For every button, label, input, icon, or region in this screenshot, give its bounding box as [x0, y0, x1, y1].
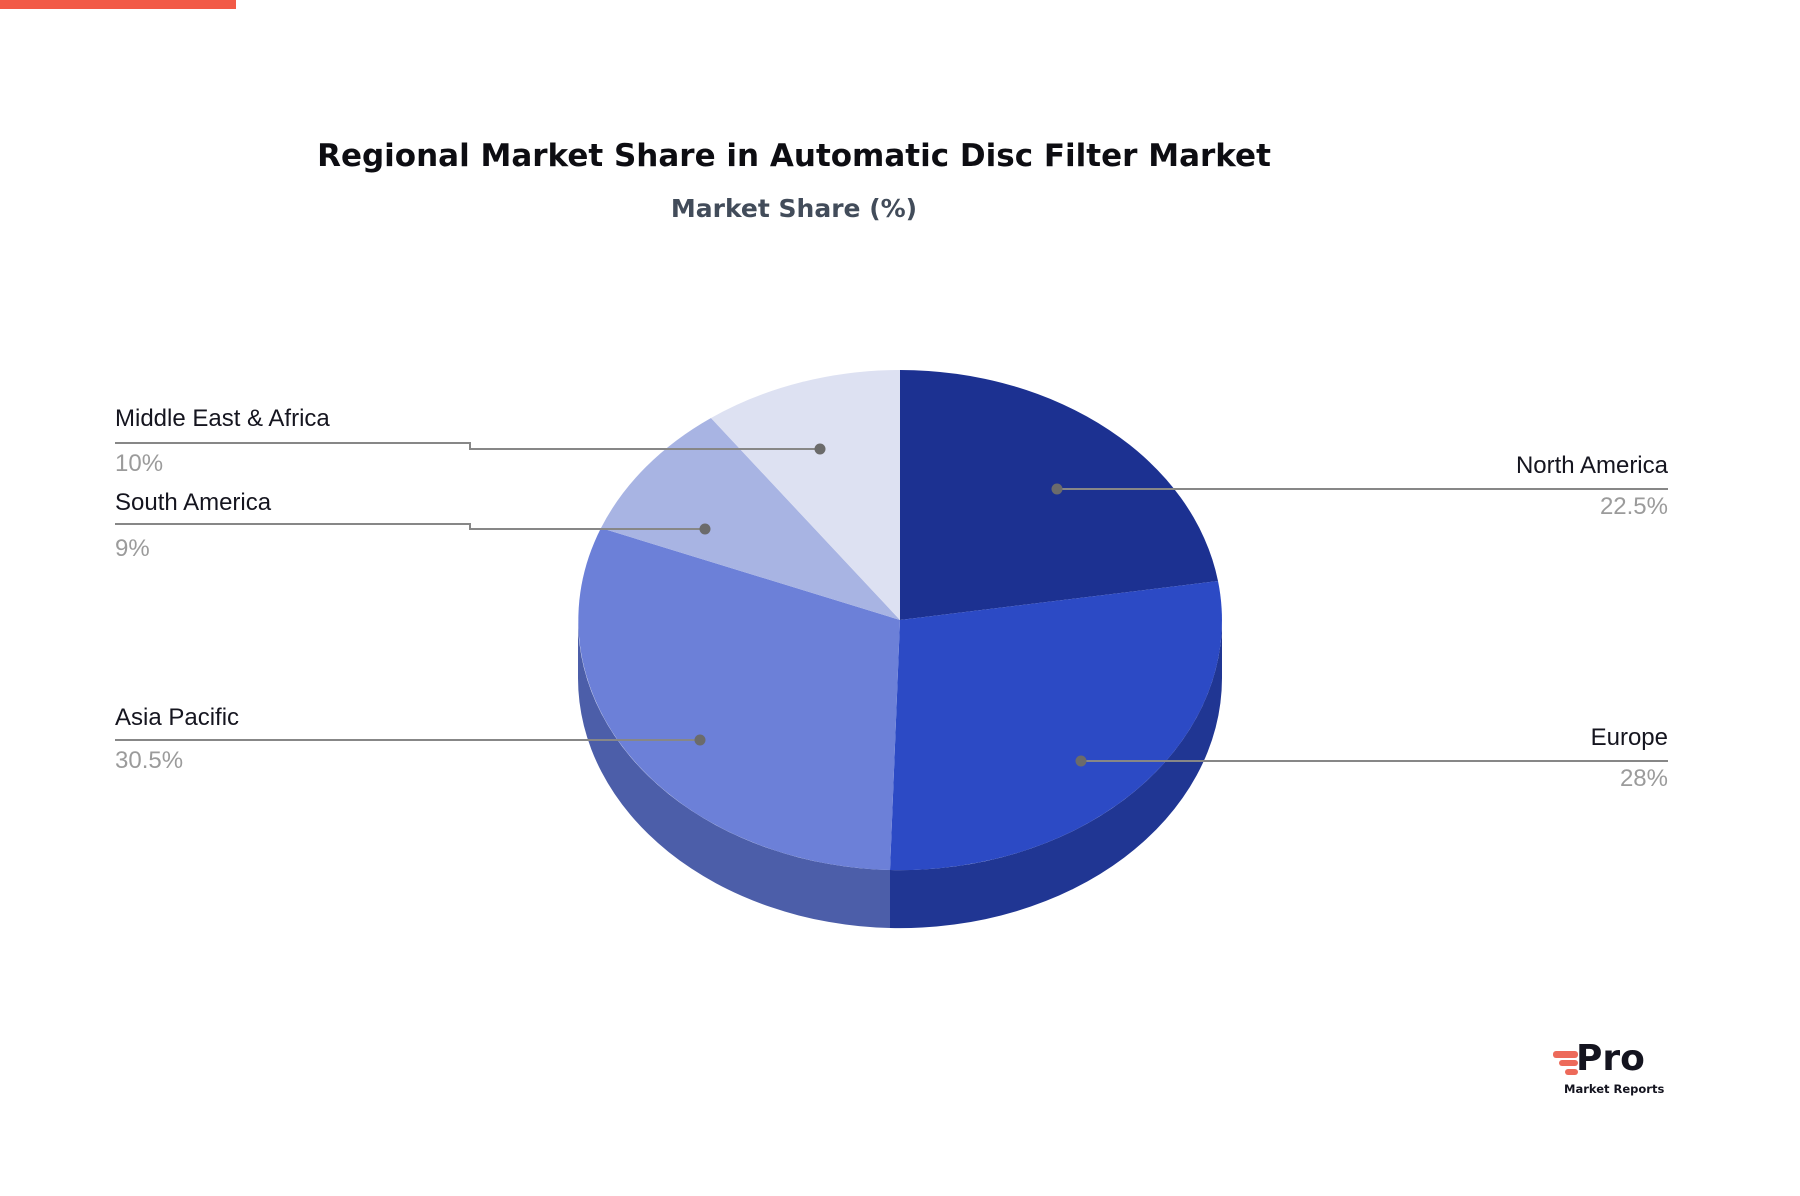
logo-bar-icon: [1553, 1051, 1578, 1058]
slice-label-asia-pacific: Asia Pacific: [115, 704, 240, 731]
leader-dot-south-america: [699, 523, 711, 535]
slice-label-north-america: North America: [1515, 452, 1668, 479]
chart-title: Regional Market Share in Automatic Disc …: [317, 138, 1271, 174]
leader-dot-asia-pacific: [694, 734, 706, 746]
slice-value-asia-pacific: 30.5%: [115, 747, 184, 774]
slice-value-europe: 28%: [1619, 765, 1668, 792]
top-accent-bar: [0, 0, 236, 9]
pro-market-reports-logo: Pro Market Reports: [1551, 1039, 1665, 1099]
leader-dot-europe: [1075, 755, 1087, 767]
slice-value-south-america: 9%: [115, 535, 150, 562]
leader-line-south-america: [115, 523, 705, 530]
leader-line-middle-east-africa: [115, 442, 820, 450]
pie-rim-europe: [890, 620, 1223, 929]
slice-label-south-america: South America: [115, 489, 272, 516]
pie-slice-europe[interactable]: [890, 581, 1222, 871]
slice-label-europe: Europe: [1590, 724, 1668, 751]
logo-tagline: Market Reports: [1564, 1082, 1665, 1096]
slice-label-middle-east-africa: Middle East & Africa: [115, 405, 330, 432]
logo-wordmark: Pro: [1576, 1038, 1645, 1079]
logo-bar-icon: [1565, 1069, 1578, 1075]
pie-rim-asia-pacific: [577, 620, 890, 928]
slice-value-middle-east-africa: 10%: [115, 450, 164, 477]
pie-slice-asia-pacific[interactable]: [578, 528, 900, 870]
slice-value-north-america: 22.5%: [1599, 493, 1668, 520]
logo-bar-icon: [1559, 1060, 1578, 1066]
pie-slice-middle-east-africa[interactable]: [711, 370, 900, 620]
leader-dot-north-america: [1051, 483, 1063, 495]
leader-dot-middle-east-africa: [814, 443, 826, 455]
pie-slice-north-america[interactable]: [900, 370, 1218, 620]
pie-slice-south-america[interactable]: [601, 418, 900, 620]
chart-subtitle: Market Share (%): [670, 194, 918, 223]
